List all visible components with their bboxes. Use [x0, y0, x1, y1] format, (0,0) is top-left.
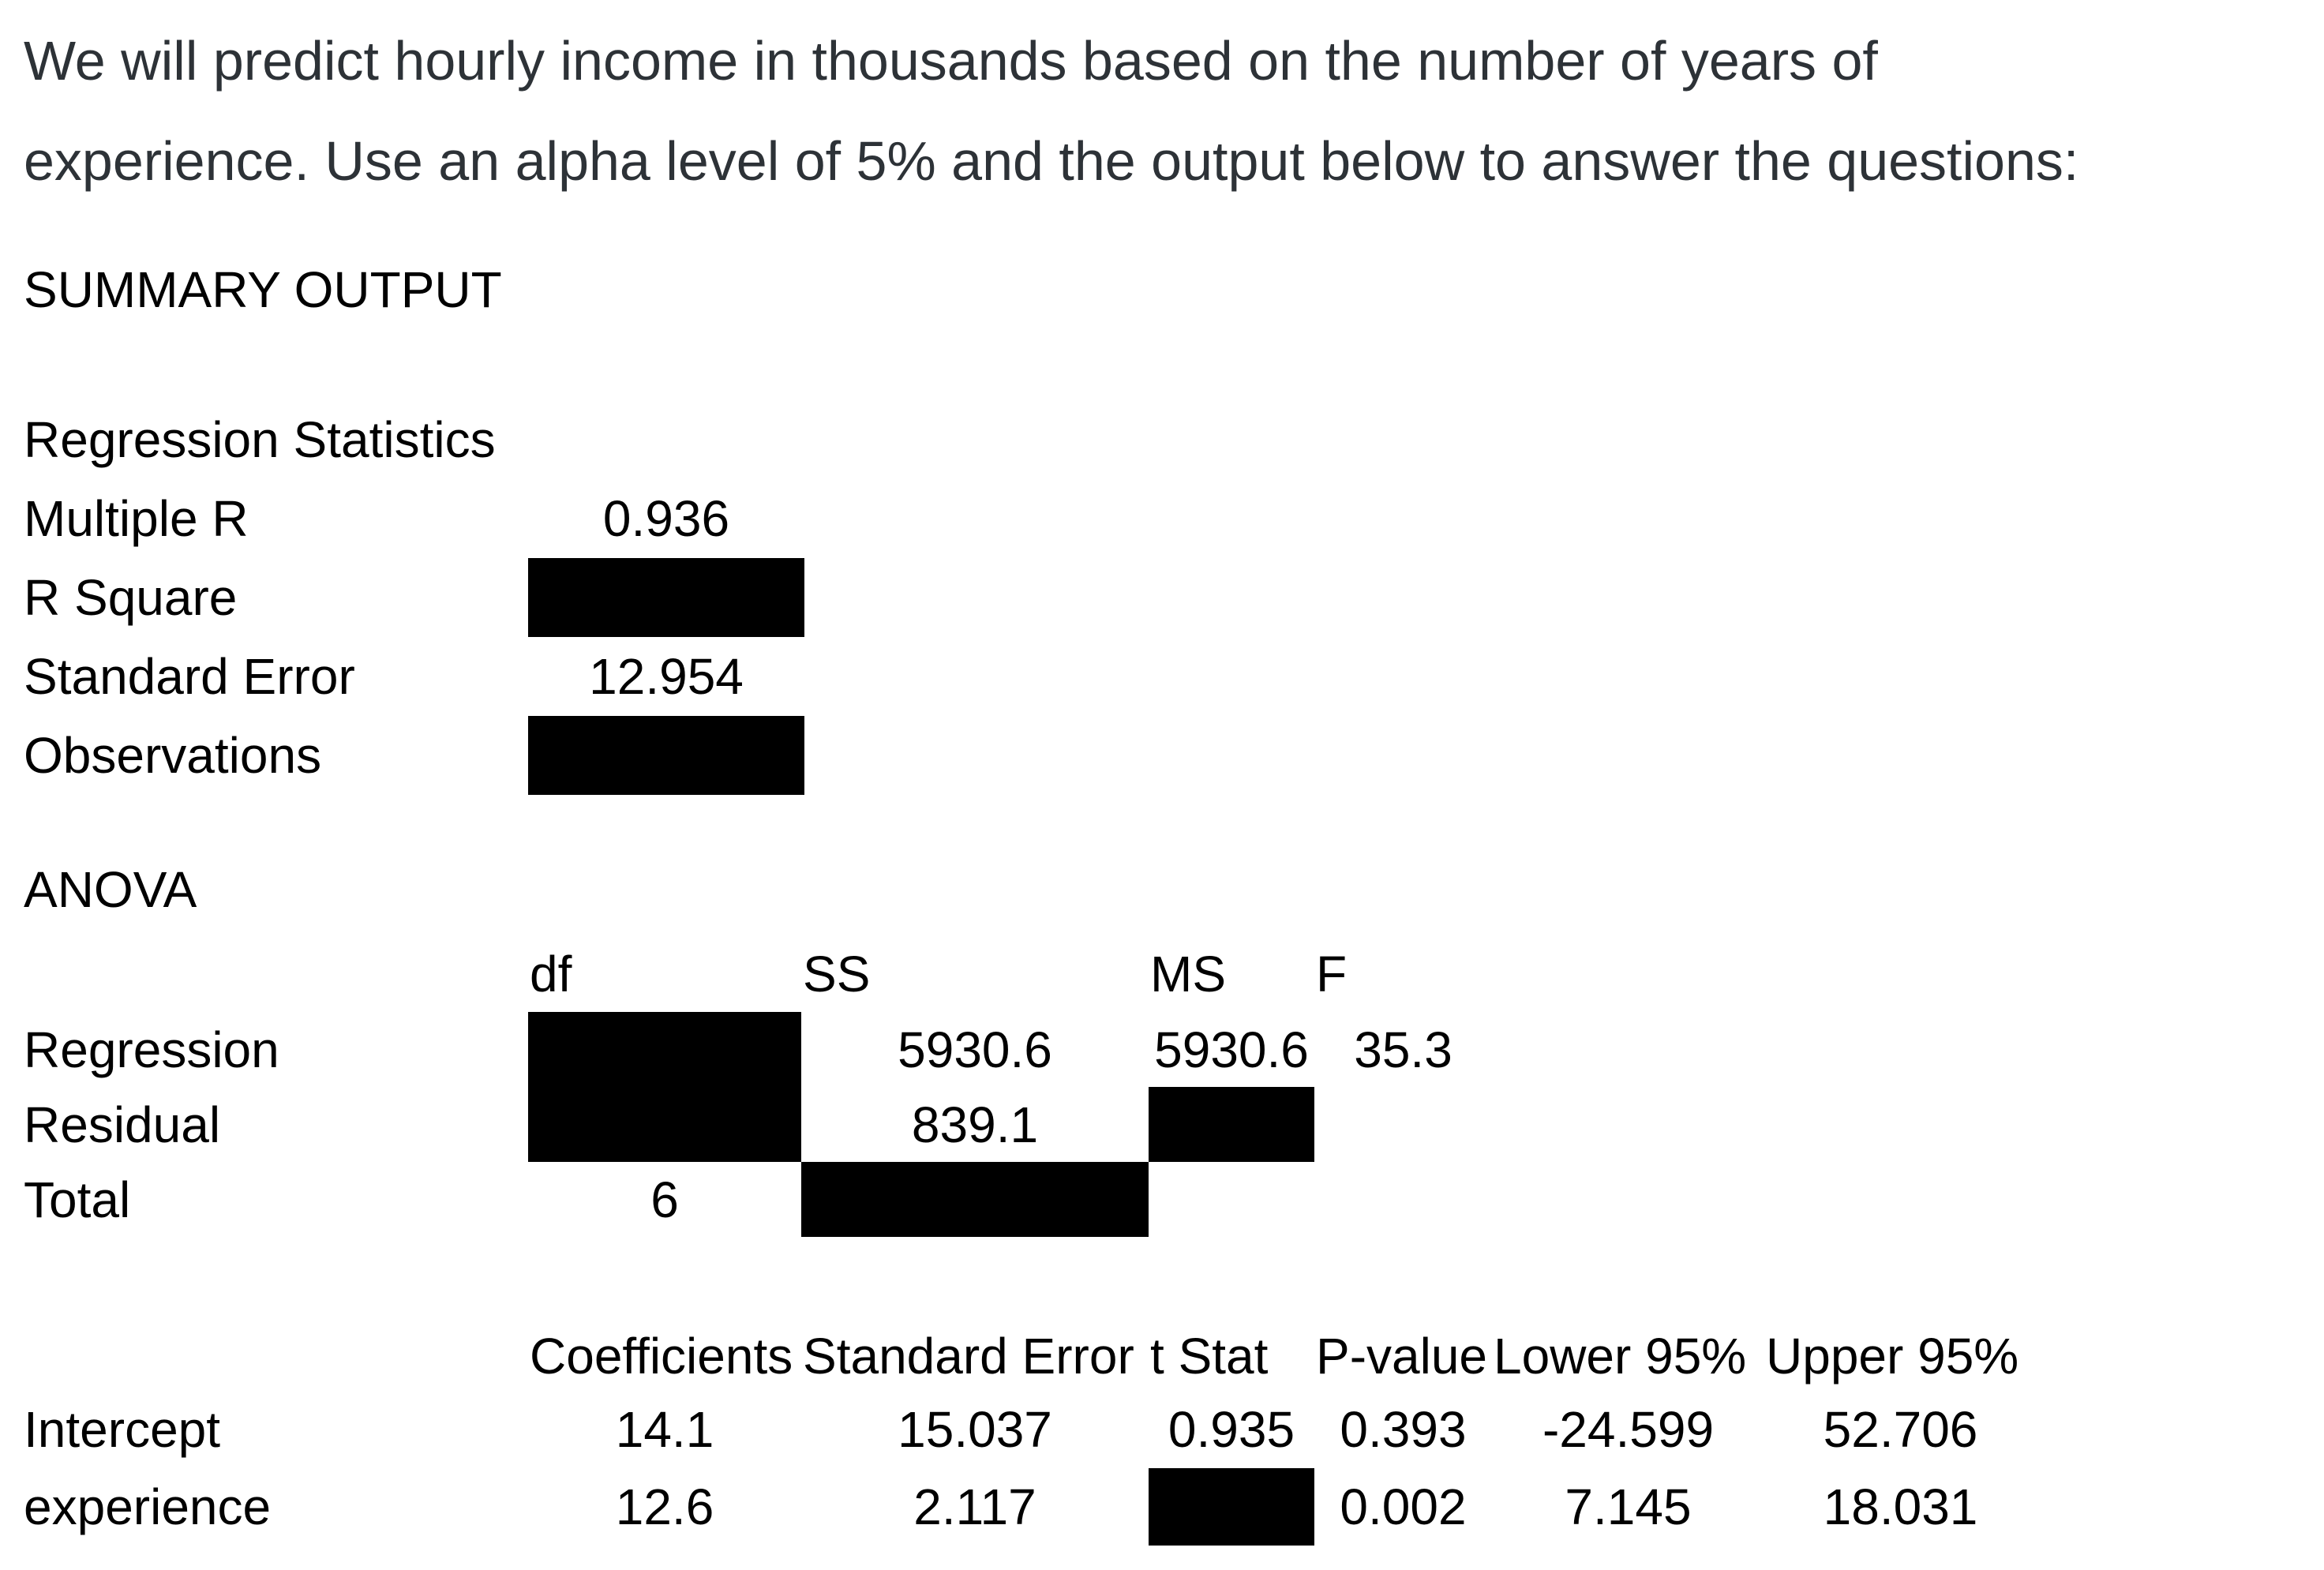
stat-value-multiple-r: 0.936 [602, 490, 730, 547]
coeff-col-standard-error: Standard Error [803, 1328, 1134, 1385]
regression-statistics-table: Regression Statistics Multiple R 0.936 R… [24, 400, 804, 795]
coefficients-table: Coefficients Standard Error t Stat P-val… [24, 1321, 2037, 1546]
experience-standard-error: 2.117 [913, 1478, 1036, 1535]
anova-regression-f: 35.3 [1354, 1021, 1452, 1078]
coeff-row-label-experience: experience [24, 1478, 272, 1535]
experience-lower-95: 7.145 [1565, 1478, 1692, 1535]
anova-col-f: F [1316, 946, 1348, 1002]
intro-paragraph: We will predict hourly income in thousan… [24, 11, 2313, 212]
intercept-p-value: 0.393 [1340, 1401, 1467, 1458]
experience-upper-95: 18.031 [1823, 1478, 1978, 1535]
intercept-standard-error: 15.037 [898, 1401, 1052, 1458]
coeff-col-p-value: P-value [1316, 1328, 1487, 1385]
anova-title: ANOVA [24, 861, 197, 918]
intercept-coefficient: 14.1 [615, 1401, 714, 1458]
intro-line-2: experience. Use an alpha level of 5% and… [24, 130, 2079, 192]
regression-statistics-header: Regression Statistics [24, 411, 496, 468]
stat-label-observations: Observations [24, 727, 322, 784]
stat-label-multiple-r: Multiple R [24, 490, 249, 547]
stat-value-observations-redacted-box [528, 716, 804, 795]
stat-label-r-square: R Square [24, 569, 238, 626]
anova-row-label-total: Total [24, 1171, 131, 1228]
stat-value-r-square-redacted-box [528, 558, 804, 637]
coeff-col-coefficients: Coefficients [530, 1328, 793, 1385]
anova-total-df: 6 [650, 1171, 679, 1228]
coeff-col-upper-95: Upper 95% [1766, 1328, 2019, 1385]
experience-t-stat-redacted-box [1149, 1468, 1314, 1546]
intercept-upper-95: 52.706 [1823, 1401, 1978, 1458]
anova-residual-ss: 839.1 [911, 1096, 1039, 1153]
anova-col-ms: MS [1150, 946, 1226, 1002]
anova-col-df: df [530, 946, 572, 1002]
anova-row-label-regression: Regression [24, 1021, 279, 1078]
stat-label-standard-error: Standard Error [24, 648, 355, 705]
intro-line-1: We will predict hourly income in thousan… [24, 30, 1878, 92]
stat-value-standard-error: 12.954 [589, 648, 744, 705]
anova-row-label-residual: Residual [24, 1096, 221, 1153]
anova-df-redacted-box [528, 1012, 801, 1162]
intercept-t-stat: 0.935 [1168, 1401, 1295, 1458]
anova-total-ss-redacted-box [801, 1162, 1149, 1237]
coeff-col-lower-95: Lower 95% [1494, 1328, 1747, 1385]
experience-p-value: 0.002 [1340, 1478, 1467, 1535]
anova-col-ss: SS [803, 946, 871, 1002]
summary-output-title: SUMMARY OUTPUT [24, 261, 502, 318]
coeff-col-t-stat: t Stat [1150, 1328, 1269, 1385]
anova-regression-ss: 5930.6 [898, 1021, 1052, 1078]
anova-regression-ms: 5930.6 [1154, 1021, 1309, 1078]
anova-table: df SS MS F Regression 5930.6 5930.6 35.3… [24, 936, 1492, 1237]
experience-coefficient: 12.6 [615, 1478, 714, 1535]
anova-residual-ms-redacted-box [1149, 1087, 1314, 1162]
intercept-lower-95: -24.599 [1542, 1401, 1715, 1458]
coeff-row-label-intercept: Intercept [24, 1401, 221, 1458]
